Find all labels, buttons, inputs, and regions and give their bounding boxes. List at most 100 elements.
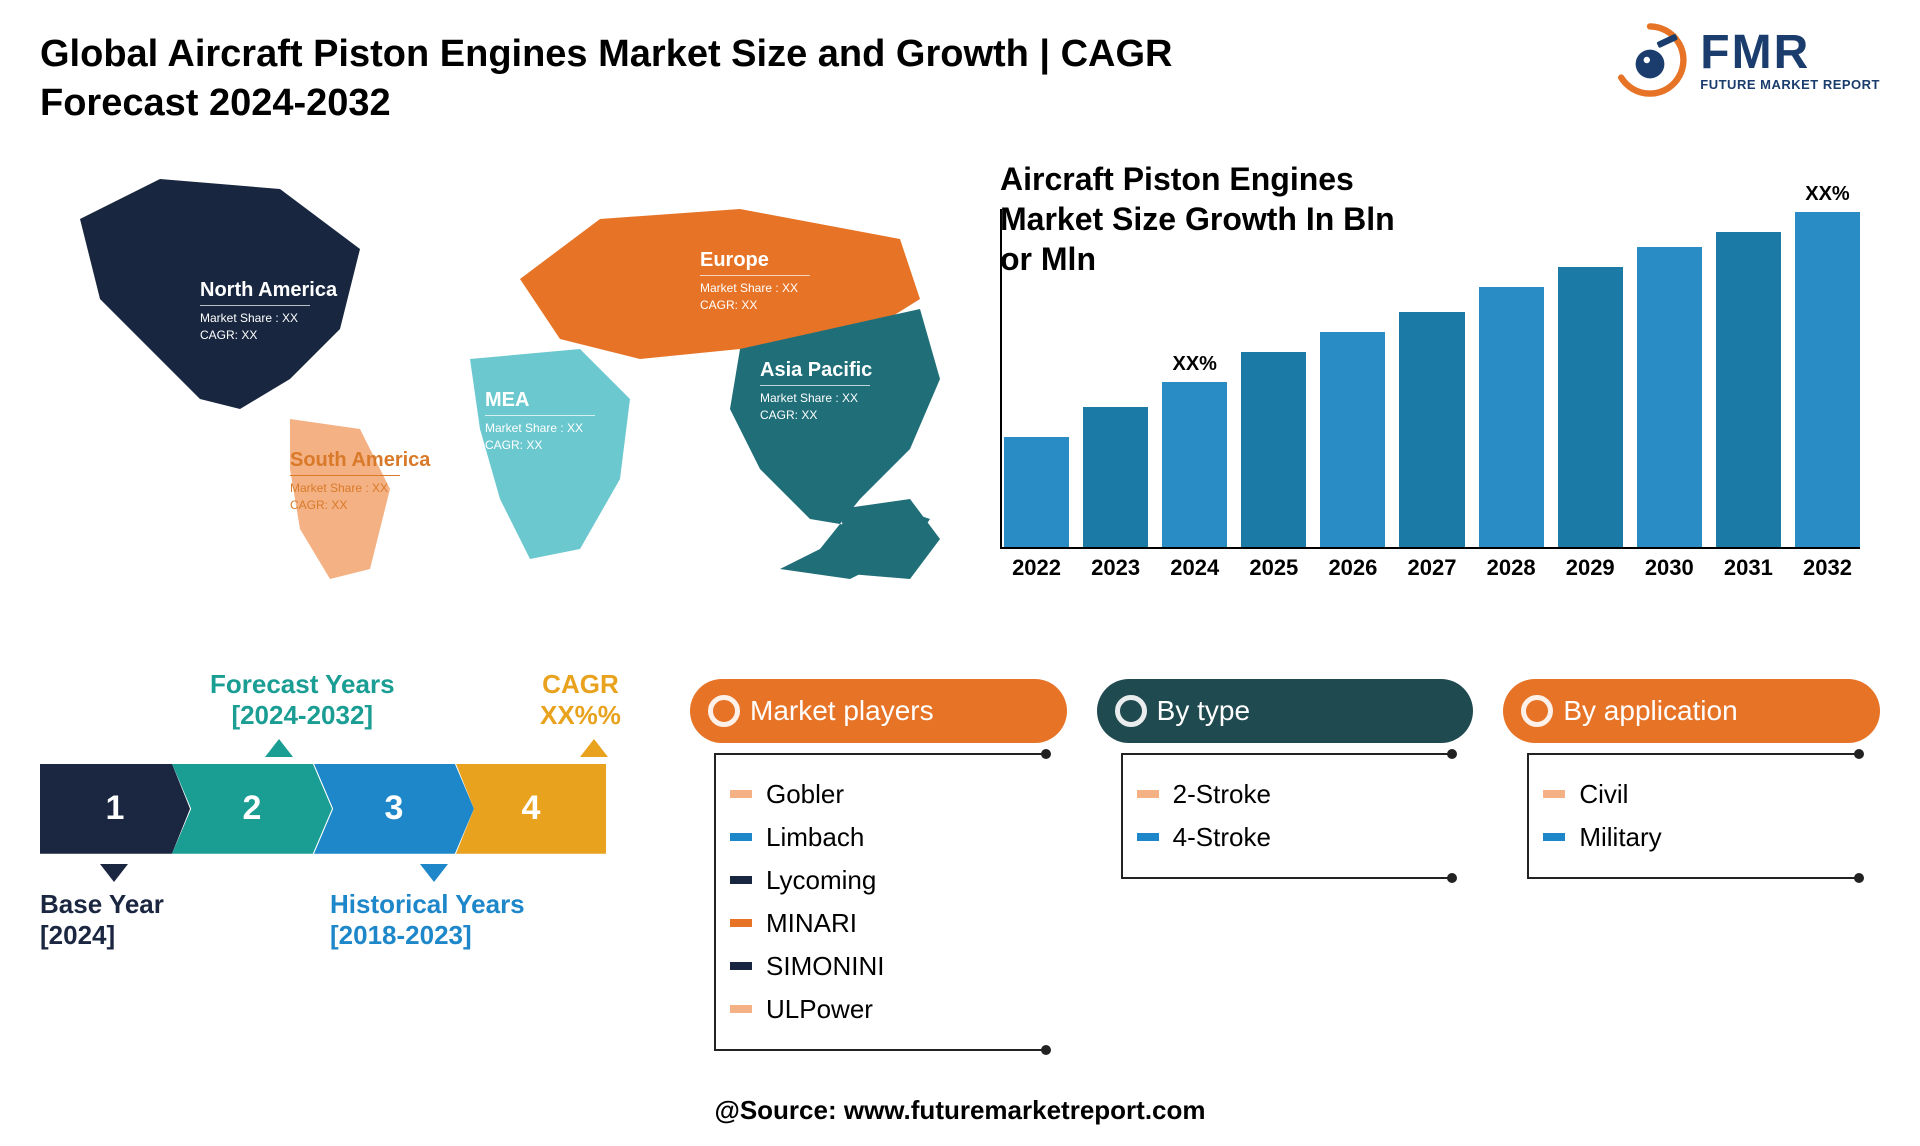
cagr-label: CAGR XX%% — [540, 669, 621, 731]
swatch-icon — [730, 876, 752, 884]
by-type-pill: By type — [1097, 679, 1474, 743]
list-item: 4-Stroke — [1137, 816, 1444, 859]
bar-2026: 2026 — [1320, 332, 1385, 547]
list-item: Military — [1543, 816, 1850, 859]
fmr-logo: FMR FUTURE MARKET REPORT — [1610, 20, 1880, 100]
bar-year-label: 2025 — [1249, 555, 1298, 581]
list-item: Civil — [1543, 773, 1850, 816]
swatch-icon — [1543, 790, 1565, 798]
region-ap-aus-shape — [840, 499, 940, 579]
list-item: Gobler — [730, 773, 1037, 816]
list-item-label: ULPower — [766, 994, 873, 1025]
forecast-label: Forecast Years [2024-2032] — [210, 669, 395, 731]
list-item: SIMONINI — [730, 945, 1037, 988]
by-type-column: By type 2-Stroke 4-Stroke — [1097, 679, 1474, 889]
list-item-label: Limbach — [766, 822, 864, 853]
swatch-icon — [1137, 833, 1159, 841]
list-item-label: Civil — [1579, 779, 1628, 810]
growth-bar-chart: Aircraft Piston Engines Market Size Grow… — [1000, 149, 1880, 589]
list-item-label: MINARI — [766, 908, 857, 939]
timeline-block-1: 1 — [40, 764, 190, 854]
bar-2029: 2029 — [1558, 267, 1623, 547]
region-sa-label: South America Market Share : XX CAGR: XX — [290, 449, 430, 514]
bar-2022: 2022 — [1004, 437, 1069, 547]
base-year-label: Base Year [2024] — [40, 889, 164, 951]
pointer-base-icon — [100, 864, 128, 882]
bar-year-label: 2031 — [1724, 555, 1773, 581]
bar-year-label: 2029 — [1566, 555, 1615, 581]
timeline-block-2: 2 — [172, 764, 332, 854]
list-item-label: SIMONINI — [766, 951, 884, 982]
timeline-arrows: 1234 — [40, 764, 660, 854]
swatch-icon — [730, 962, 752, 970]
list-item: Limbach — [730, 816, 1037, 859]
bar-2023: 2023 — [1083, 407, 1148, 547]
swatch-icon — [730, 1005, 752, 1013]
bar-2031: 2031 — [1716, 232, 1781, 547]
bar-rect — [1716, 232, 1781, 547]
bar-annotation: XX% — [1173, 353, 1217, 376]
bar-2032: XX%2032 — [1795, 212, 1860, 547]
bar-rect — [1399, 312, 1464, 547]
list-item-label: Military — [1579, 822, 1661, 853]
region-na-label: North America Market Share : XX CAGR: XX — [200, 279, 337, 344]
region-eu-label: Europe Market Share : XX CAGR: XX — [700, 249, 810, 314]
by-application-column: By application Civil Military — [1503, 679, 1880, 889]
world-map: North America Market Share : XX CAGR: XX… — [40, 149, 960, 589]
bar-2028: 2028 — [1479, 287, 1544, 547]
market-players-list: Gobler Limbach Lycoming MINARI SIMONINI ULPow… — [690, 773, 1067, 1061]
list-item: MINARI — [730, 902, 1037, 945]
list-item: Lycoming — [730, 859, 1037, 902]
region-mea-label: MEA Market Share : XX CAGR: XX — [485, 389, 595, 454]
bar-year-label: 2024 — [1170, 555, 1219, 581]
bar-rect — [1083, 407, 1148, 547]
bar-year-label: 2028 — [1487, 555, 1536, 581]
bar-year-label: 2023 — [1091, 555, 1140, 581]
bar-rect — [1241, 352, 1306, 547]
bar-year-label: 2026 — [1328, 555, 1377, 581]
bar-year-label: 2022 — [1012, 555, 1061, 581]
region-mea-shape — [470, 349, 630, 559]
bar-2027: 2027 — [1399, 312, 1464, 547]
bar-rect — [1320, 332, 1385, 547]
bar-2024: XX%2024 — [1162, 382, 1227, 547]
bar-rect — [1558, 267, 1623, 547]
by-application-pill: By application — [1503, 679, 1880, 743]
bar-rect — [1795, 212, 1860, 547]
list-item-label: 4-Stroke — [1173, 822, 1271, 853]
by-type-list: 2-Stroke 4-Stroke — [1097, 773, 1474, 889]
swatch-icon — [730, 833, 752, 841]
market-players-column: Market players Gobler Limbach Lycoming MINA… — [690, 679, 1067, 1061]
bar-rect — [1162, 382, 1227, 547]
swatch-icon — [730, 919, 752, 927]
pointer-hist-icon — [420, 864, 448, 882]
list-item-label: 2-Stroke — [1173, 779, 1271, 810]
list-item: ULPower — [730, 988, 1037, 1031]
market-players-pill: Market players — [690, 679, 1067, 743]
swatch-icon — [1543, 833, 1565, 841]
logo-text-fmr: FMR — [1700, 29, 1880, 77]
infographic-root: Global Aircraft Piston Engines Market Si… — [0, 0, 1920, 1146]
swatch-icon — [730, 790, 752, 798]
bar-annotation: XX% — [1805, 183, 1849, 206]
timeline-block-3: 3 — [314, 764, 474, 854]
bar-year-label: 2027 — [1408, 555, 1457, 581]
bar-year-label: 2030 — [1645, 555, 1694, 581]
fmr-logo-icon — [1610, 20, 1690, 100]
region-ap-label: Asia Pacific Market Share : XX CAGR: XX — [760, 359, 872, 424]
chart-bars-container: 20222023XX%20242025202620272028202920302… — [1000, 209, 1860, 549]
swatch-icon — [1137, 790, 1159, 798]
list-item: 2-Stroke — [1137, 773, 1444, 816]
bar-2025: 2025 — [1241, 352, 1306, 547]
logo-text-sub: FUTURE MARKET REPORT — [1700, 77, 1880, 92]
bar-rect — [1479, 287, 1544, 547]
bar-rect — [1637, 247, 1702, 547]
bar-rect — [1004, 437, 1069, 547]
list-item-label: Lycoming — [766, 865, 876, 896]
source-text: @Source: www.futuremarketreport.com — [0, 1095, 1920, 1126]
timeline-block-4: 4 — [456, 764, 606, 854]
bar-year-label: 2032 — [1803, 555, 1852, 581]
pointer-forecast-icon — [265, 739, 293, 757]
pointer-cagr-icon — [580, 739, 608, 757]
historical-label: Historical Years [2018-2023] — [330, 889, 525, 951]
